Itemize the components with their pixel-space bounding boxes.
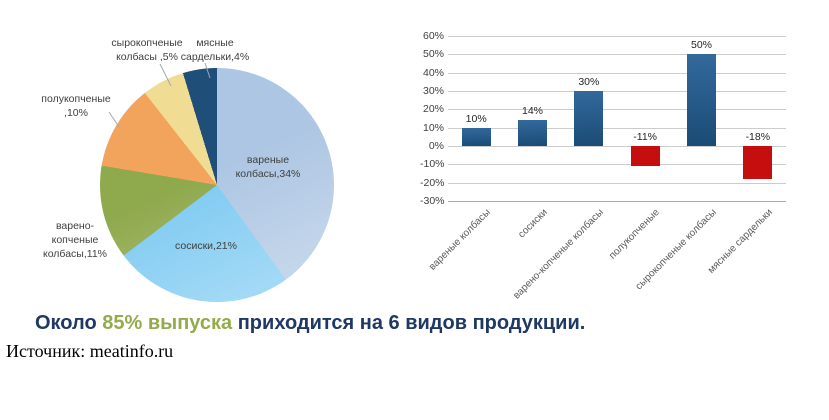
gridline bbox=[448, 91, 786, 92]
bar-value-label: -18% bbox=[745, 131, 771, 143]
pie-label-line: вареные bbox=[246, 154, 290, 166]
y-axis-tick: -10% bbox=[420, 158, 445, 171]
bar-value-label: 14% bbox=[521, 105, 543, 118]
pie-label-myasnye-sardelki: мясные сардельки,4% bbox=[180, 36, 250, 64]
gridline bbox=[448, 201, 786, 202]
y-axis-tick: 20% bbox=[422, 103, 444, 116]
gridline bbox=[448, 127, 786, 129]
source-line: Источник: meatinfo.ru bbox=[6, 341, 174, 361]
gridline bbox=[448, 164, 786, 166]
y-axis-tick: 60% bbox=[422, 30, 444, 42]
bar-category-label: мясные сардельки bbox=[705, 207, 775, 276]
y-axis-tick: 50% bbox=[422, 48, 444, 61]
pie-label-line: сардельки,4% bbox=[180, 51, 250, 63]
pie-label-varenye-kolbasy: вареные колбасы,34% bbox=[228, 153, 308, 181]
y-axis-tick: 10% bbox=[422, 121, 444, 134]
caption-highlight: 85% выпуска bbox=[102, 312, 233, 334]
bar-category-label: сосиски bbox=[515, 207, 550, 241]
pie-label-line: ,10% bbox=[64, 107, 88, 119]
pie-label-vareno-kopchenye: варено- копченые колбасы,11% bbox=[40, 219, 110, 261]
y-axis-tick: -30% bbox=[420, 195, 445, 207]
pie-label-line: мясные bbox=[196, 37, 234, 49]
gridline bbox=[448, 182, 786, 184]
bar-value-label: 30% bbox=[578, 76, 600, 88]
bar-chart-panel: 10% 14% 30% -11% 50% -18% 60% 50% 40% 30% 20% 10% 0… bbox=[420, 0, 829, 320]
gridline bbox=[448, 146, 786, 147]
y-axis-tick: -20% bbox=[420, 176, 445, 189]
pie-label-polukopchenye: полукопченые ,10% bbox=[38, 92, 114, 120]
bar-category-label: сырокопченые колбасы bbox=[633, 207, 719, 293]
bar-value-label: 10% bbox=[465, 112, 487, 125]
bar-сырокопченые колбасы bbox=[687, 54, 716, 146]
pie-label-line: полукопченые bbox=[41, 93, 111, 105]
gridline bbox=[448, 54, 786, 56]
bar-value-label: -11% bbox=[633, 131, 658, 143]
pie-label-line: сырокопченые bbox=[111, 37, 183, 49]
bar-value-label: 50% bbox=[690, 39, 712, 52]
pie-chart-panel: вареные колбасы,34% сосиски,21% варено- … bbox=[0, 0, 410, 315]
gridline bbox=[448, 109, 786, 111]
bar-plot-area: 10% 14% 30% -11% 50% -18% bbox=[448, 36, 786, 202]
bar-мясные сардельки bbox=[743, 146, 773, 179]
bar-category-label: варено-копченые колбасы bbox=[511, 207, 606, 302]
caption: Около 85% выпуска приходится на 6 видов … bbox=[35, 312, 635, 335]
gridline bbox=[448, 72, 786, 74]
pie-label-line: колбасы,34% bbox=[235, 168, 301, 180]
pie-label-line: колбасы ,5% bbox=[116, 51, 178, 63]
y-axis-tick: 40% bbox=[422, 66, 444, 79]
pie-label-line: копченые bbox=[51, 234, 99, 246]
bar-полукопченые bbox=[630, 146, 660, 167]
bar-сосиски bbox=[518, 120, 547, 146]
pie-chart bbox=[100, 68, 334, 302]
y-axis-tick: 0% bbox=[428, 140, 444, 152]
pie-label-sosiski: сосиски,21% bbox=[168, 239, 244, 253]
pie-label-line: сосиски,21% bbox=[175, 240, 237, 252]
bar-варено-копченые колбасы bbox=[574, 91, 604, 146]
caption-text-dark: приходится на 6 видов продукции. bbox=[232, 312, 586, 334]
gridline bbox=[448, 36, 786, 37]
pie-label-line: варено- bbox=[55, 220, 95, 232]
y-axis-tick: 30% bbox=[422, 85, 444, 97]
caption-text-dark: Около bbox=[35, 312, 103, 334]
pie-label-line: колбасы,11% bbox=[42, 248, 107, 260]
bar-category-label: полукопченые bbox=[607, 207, 662, 262]
bar-вареные колбасы bbox=[461, 127, 491, 146]
pie-label-syrokopchenye: сырокопченые колбасы ,5% bbox=[110, 36, 184, 64]
